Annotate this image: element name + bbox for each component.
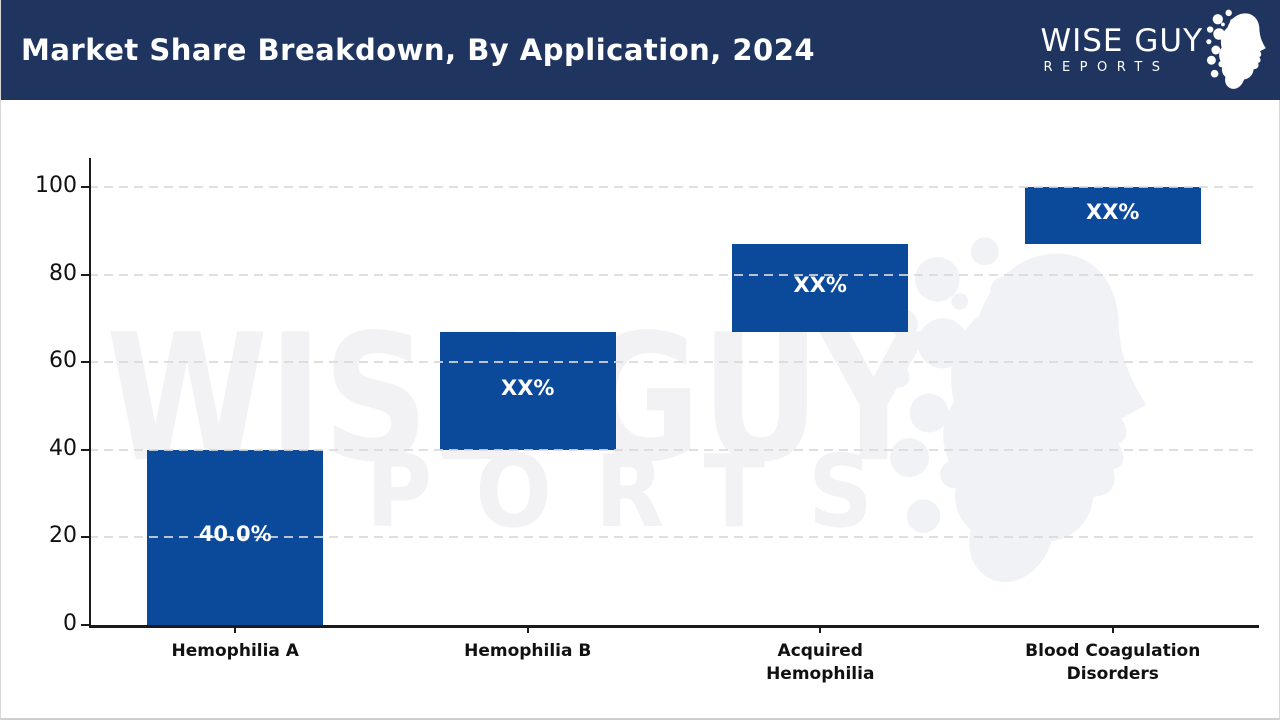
brand-logo-text: WISE GUY REPORTS xyxy=(1040,23,1203,75)
gridline-40 xyxy=(89,448,1259,451)
page-title: Market Share Breakdown, By Application, … xyxy=(21,33,816,67)
brand-logo: WISE GUY REPORTS xyxy=(1040,0,1269,100)
gridline-100 xyxy=(89,186,1259,188)
brand-name: WISE GUY xyxy=(1040,23,1203,59)
y-tick-40 xyxy=(81,448,89,451)
y-tick-label-100: 100 xyxy=(35,173,77,198)
gridline-20 xyxy=(89,536,1259,539)
x-tick-hemophilia-a xyxy=(234,625,237,633)
logo-head-icon xyxy=(1206,9,1266,89)
bar-value-label-blood-coagulation-disorders: XX% xyxy=(1086,200,1140,225)
x-tick-label-hemophilia-b: Hemophilia B xyxy=(464,641,592,661)
x-tick-acquired-hemophilia xyxy=(819,625,822,633)
bar-hemophilia-b xyxy=(439,331,616,450)
waterfall-chart: WISE GUY REPORTS 0 20 40 60 80 100 40.0% Hemoph… xyxy=(1,100,1280,720)
y-tick-label-60: 60 xyxy=(49,348,77,374)
gridline-80 xyxy=(89,273,1259,276)
y-tick-20 xyxy=(81,536,89,539)
y-tick-label-40: 40 xyxy=(49,435,77,461)
x-tick-label-blood-coagulation-disorders: Blood Coagulation Disorders xyxy=(1025,641,1201,684)
x-tick-label-acquired-hemophilia: Acquired Hemophilia xyxy=(766,641,875,684)
y-axis-line xyxy=(89,158,91,628)
x-tick-label-hemophilia-a: Hemophilia A xyxy=(171,641,299,661)
bar-value-label-hemophilia-b: XX% xyxy=(501,375,555,400)
x-tick-blood-coagulation-disorders xyxy=(1111,625,1114,633)
y-tick-100 xyxy=(81,186,89,188)
y-tick-label-80: 80 xyxy=(49,260,77,286)
y-tick-label-0: 0 xyxy=(63,611,77,636)
gridline-60 xyxy=(89,361,1259,364)
x-axis-line xyxy=(89,625,1259,628)
bar-acquired-hemophilia xyxy=(732,243,909,332)
y-tick-0 xyxy=(81,624,89,626)
watermark-head-icon xyxy=(887,237,1147,583)
brand-subname: REPORTS xyxy=(1043,60,1170,75)
x-tick-hemophilia-b xyxy=(526,625,529,633)
header-bar: Market Share Breakdown, By Application, … xyxy=(1,0,1280,100)
y-tick-label-20: 20 xyxy=(49,523,77,549)
bar-blood-coagulation-disorders xyxy=(1024,187,1201,244)
y-tick-80 xyxy=(81,273,89,276)
bar-value-label-hemophilia-a: 40.0% xyxy=(198,522,272,547)
y-tick-60 xyxy=(81,361,89,364)
bar-value-label-acquired-hemophilia: XX% xyxy=(793,272,847,297)
